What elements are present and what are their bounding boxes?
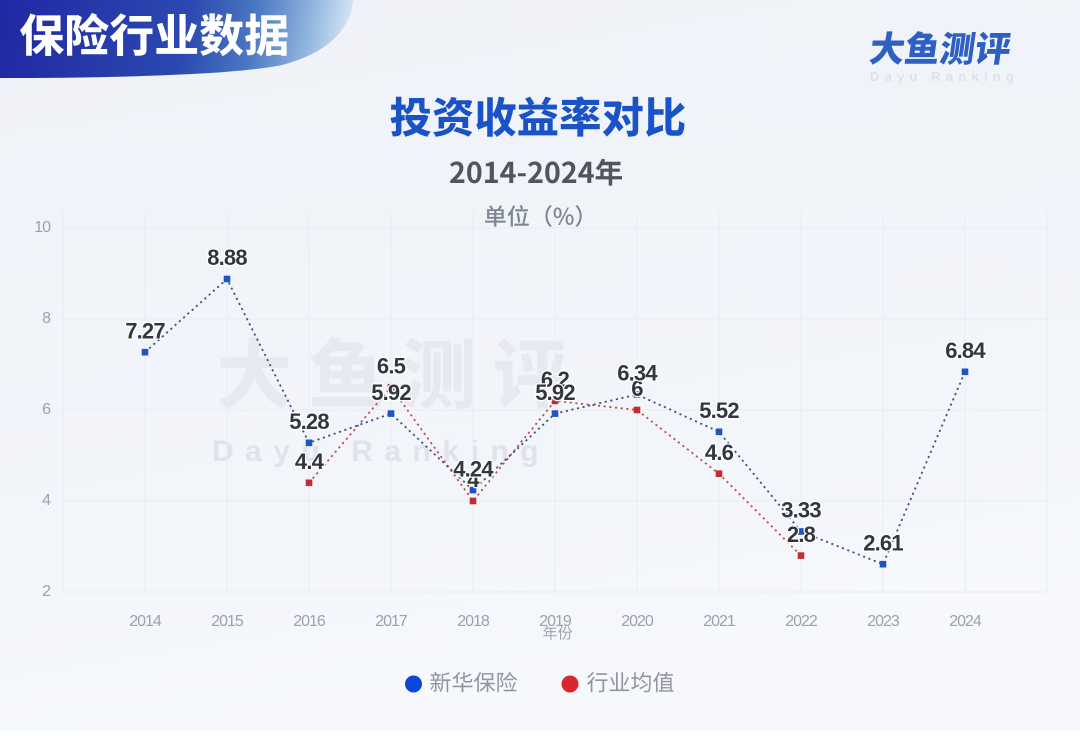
svg-text:2021: 2021 — [703, 613, 736, 630]
svg-text:2024: 2024 — [949, 613, 982, 630]
svg-text:2023: 2023 — [867, 613, 900, 630]
svg-text:5.28: 5.28 — [289, 409, 329, 434]
svg-text:2.61: 2.61 — [863, 530, 903, 555]
svg-text:2016: 2016 — [293, 613, 326, 630]
svg-text:2015: 2015 — [211, 613, 244, 630]
svg-text:2022: 2022 — [785, 613, 818, 630]
svg-text:4.6: 4.6 — [705, 440, 734, 465]
svg-text:2018: 2018 — [457, 613, 490, 630]
svg-text:4: 4 — [42, 492, 51, 509]
svg-text:2017: 2017 — [375, 613, 408, 630]
svg-text:4: 4 — [467, 467, 480, 492]
svg-text:7.27: 7.27 — [125, 318, 165, 343]
svg-text:6.5: 6.5 — [377, 353, 406, 378]
svg-text:6.84: 6.84 — [945, 338, 986, 363]
svg-text:5.92: 5.92 — [371, 380, 411, 405]
svg-text:Dayu Ranking: Dayu Ranking — [212, 435, 550, 468]
svg-text:5.92: 5.92 — [535, 380, 575, 405]
svg-text:2.8: 2.8 — [787, 522, 816, 547]
svg-text:4.24: 4.24 — [453, 456, 494, 481]
svg-text:6.34: 6.34 — [617, 361, 658, 386]
svg-text:3.33: 3.33 — [781, 498, 821, 523]
svg-text:2014: 2014 — [129, 613, 162, 630]
svg-text:2020: 2020 — [621, 613, 654, 630]
svg-text:6: 6 — [42, 401, 51, 418]
svg-text:5.52: 5.52 — [699, 398, 739, 423]
svg-text:6.2: 6.2 — [541, 367, 570, 392]
svg-text:2: 2 — [42, 583, 51, 600]
svg-text:8: 8 — [42, 310, 51, 327]
svg-text:6: 6 — [631, 376, 643, 401]
svg-text:4.4: 4.4 — [295, 449, 325, 474]
svg-text:10: 10 — [34, 219, 51, 236]
svg-text:Dayu Ranking: Dayu Ranking — [870, 69, 1019, 84]
svg-text:8.88: 8.88 — [207, 245, 247, 270]
svg-text:2019: 2019 — [539, 613, 572, 630]
